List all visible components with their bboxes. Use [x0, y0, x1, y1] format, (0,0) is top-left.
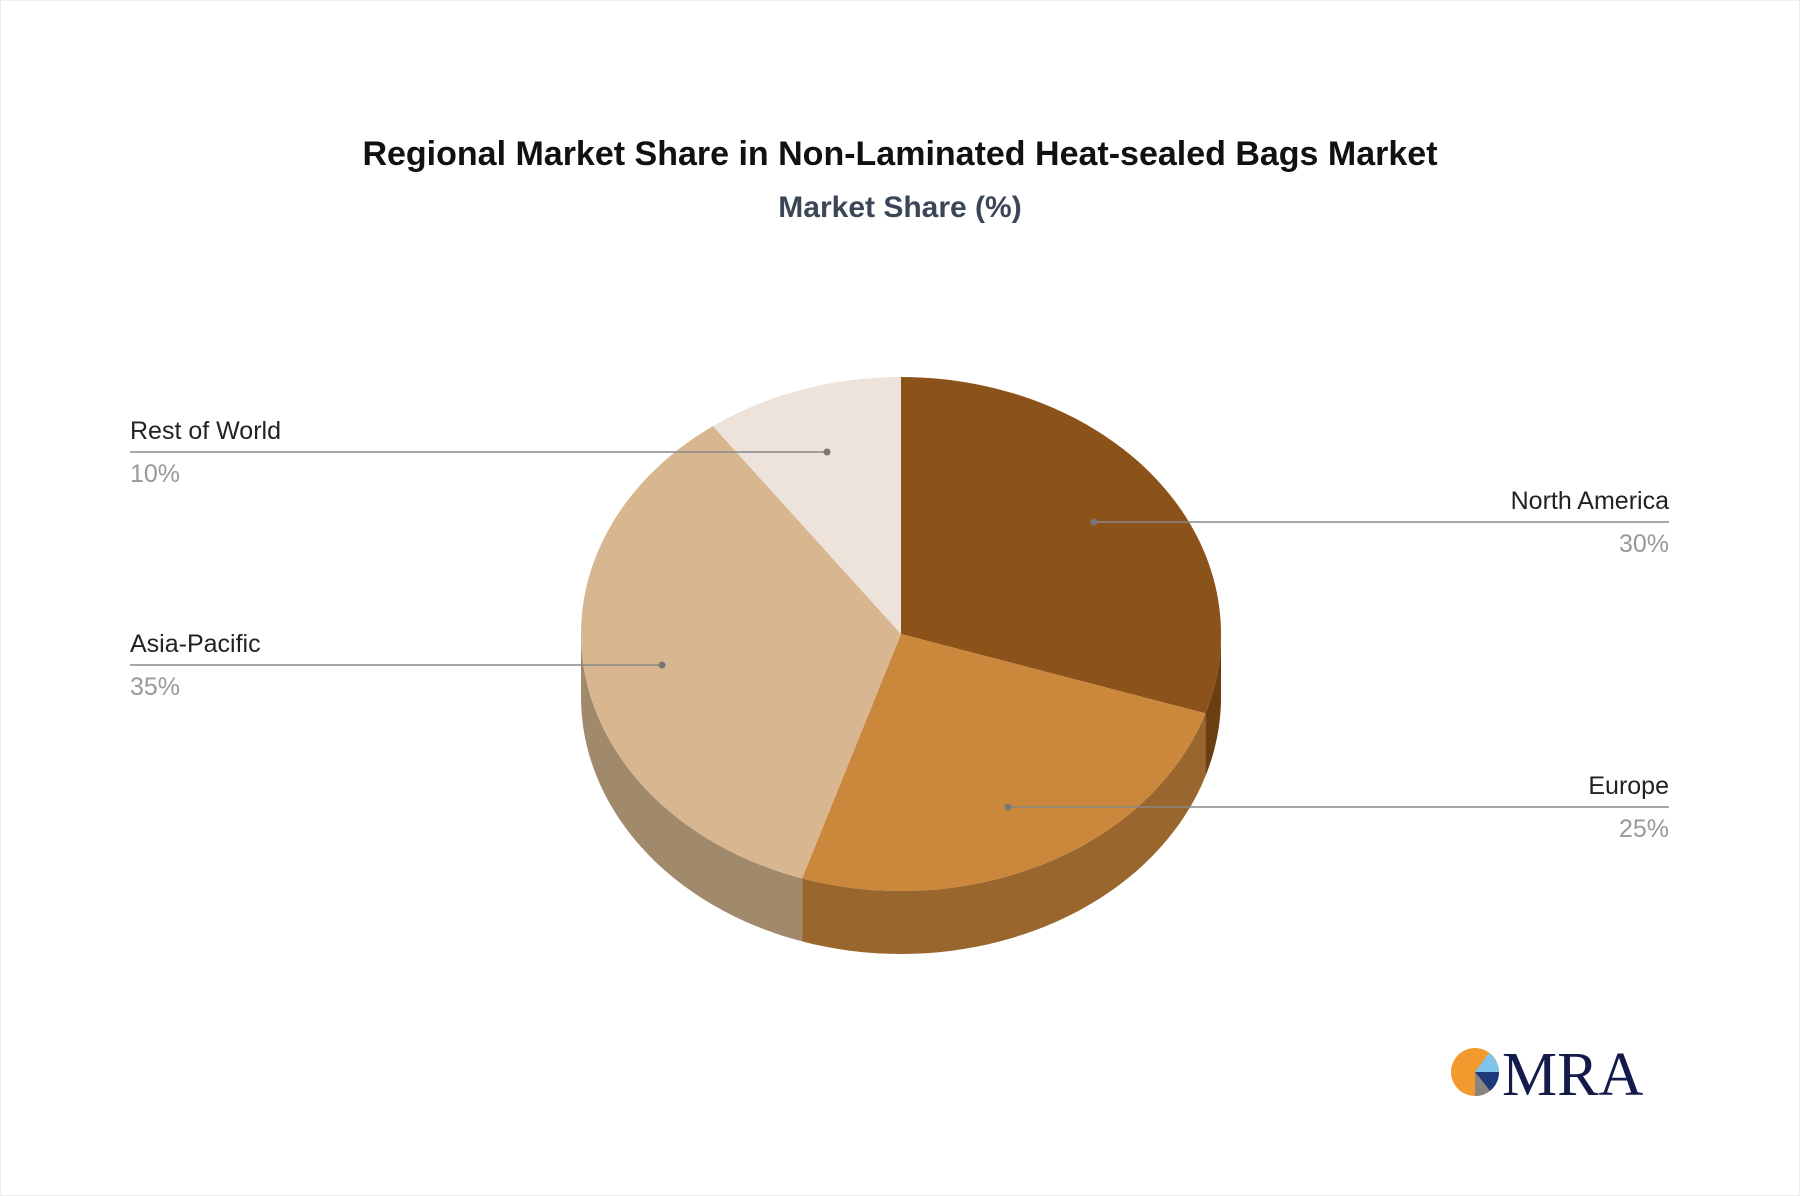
slice-side-asia-pacific [581, 634, 803, 942]
leader-dot-asia-pacific [658, 661, 666, 669]
value-label-asia-pacific: 35% [130, 673, 180, 701]
mra-logo: MRA [1451, 1041, 1643, 1109]
slice-europe[interactable] [802, 634, 1206, 891]
chart-subtitle: Market Share (%) [778, 191, 1022, 224]
label-rest-of-world: Rest of World [130, 417, 281, 445]
logo-text: MRA [1502, 1041, 1643, 1109]
label-north-america: North America [1511, 487, 1669, 515]
slice-asia-pacific[interactable] [580, 426, 901, 879]
slice-north-america[interactable] [901, 377, 1221, 714]
label-europe: Europe [1588, 772, 1669, 800]
chart-title: Regional Market Share in Non-Laminated H… [362, 135, 1438, 173]
leader-dot-rest-of-world [823, 448, 831, 456]
slice-side-europe [802, 713, 1206, 954]
slice-side-north-america [1205, 634, 1221, 777]
slice-rest-of-world[interactable] [712, 377, 901, 634]
value-label-rest-of-world: 10% [130, 460, 180, 488]
leader-dot-europe [1004, 803, 1012, 811]
value-label-north-america: 30% [1619, 530, 1669, 558]
leader-dot-north-america [1090, 518, 1098, 526]
label-asia-pacific: Asia-Pacific [130, 630, 261, 658]
value-label-europe: 25% [1619, 815, 1669, 843]
